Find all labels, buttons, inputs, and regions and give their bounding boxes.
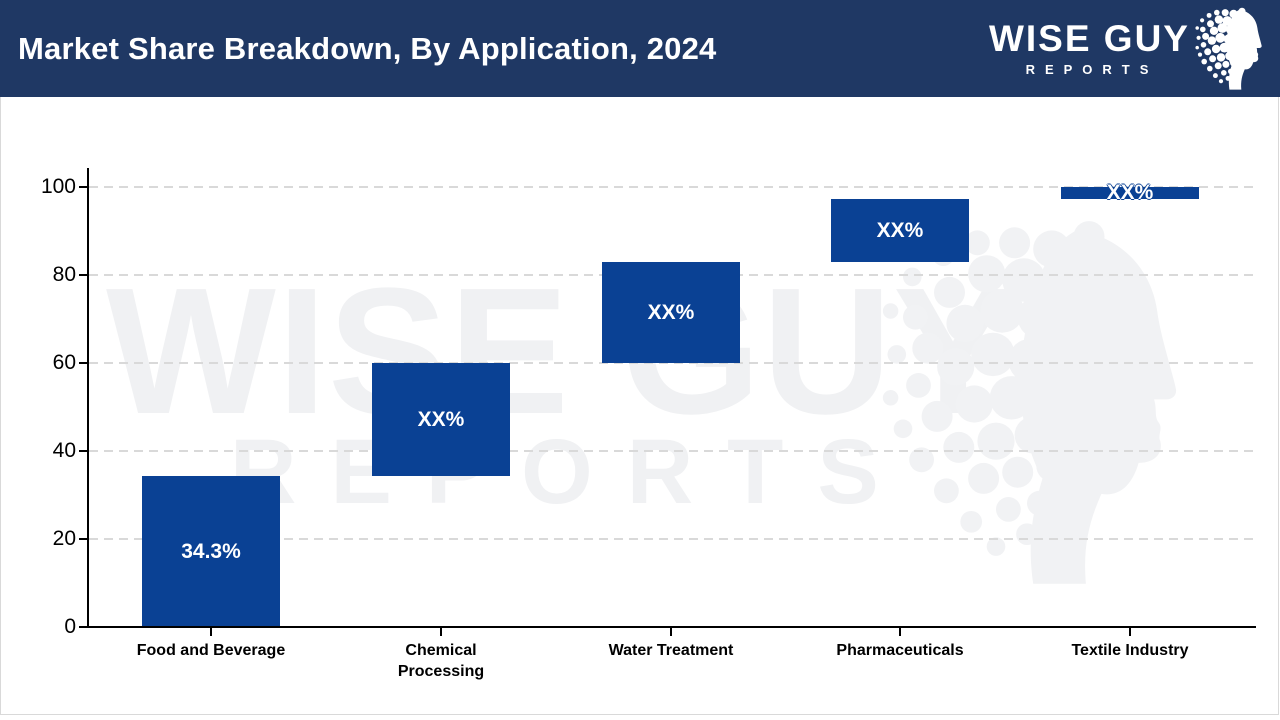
y-tick-label-60: 60 — [52, 351, 76, 374]
bar-food-and-beverage: 34.3% — [142, 476, 280, 627]
y-tick-mark-40 — [79, 450, 88, 452]
y-tick-label-20: 20 — [52, 527, 76, 550]
y-tick-mark-80 — [79, 274, 88, 276]
y-tick-label-40: 40 — [52, 439, 76, 462]
bar-water-treatment: XX% — [602, 261, 740, 363]
brand-wordmark: WISE GUY — [988, 18, 1190, 59]
x-tick-mark-2 — [670, 628, 672, 636]
y-tick-mark-100 — [79, 186, 88, 188]
x-axis-category-label: Chemical Processing — [397, 642, 485, 681]
bar-value-label: XX% — [876, 218, 924, 242]
y-tick-mark-60 — [79, 362, 88, 364]
x-axis-category-label: Textile Industry — [1071, 642, 1189, 659]
watermark-wordmark: WISE GUY — [106, 251, 1015, 452]
x-axis-category-label: Water Treatment — [608, 642, 734, 659]
brand-reports-text: REPORTS — [1025, 62, 1159, 77]
gridline-y-40 — [89, 450, 1256, 452]
y-tick-mark-20 — [79, 538, 88, 540]
bar-value-label: XX% — [647, 300, 695, 324]
chart-title: Market Share Breakdown, By Application, … — [18, 30, 717, 66]
y-tick-label-0: 0 — [64, 615, 76, 638]
watermark-reports-text: REPORTS — [230, 421, 913, 523]
y-tick-label-100: 100 — [40, 175, 76, 198]
x-tick-mark-3 — [899, 628, 901, 636]
y-tick-mark-0 — [79, 626, 88, 628]
bar-value-label: 34.3% — [181, 540, 241, 564]
x-axis-category-label: Pharmaceuticals — [836, 642, 964, 659]
bar-value-label: XX% — [417, 408, 465, 432]
gridline-y-60 — [89, 362, 1256, 364]
y-axis-line — [87, 168, 89, 628]
x-tick-mark-4 — [1129, 628, 1131, 636]
bar-textile-industry: XX% — [1061, 182, 1199, 203]
dotted-face-icon — [1195, 7, 1262, 90]
brand-logo: WISE GUY REPORTS — [989, 7, 1264, 91]
y-tick-label-80: 80 — [52, 263, 76, 286]
x-axis-category-label: Food and Beverage — [136, 642, 286, 659]
header-bar: Market Share Breakdown, By Application, … — [0, 0, 1280, 97]
bar-pharmaceuticals: XX% — [831, 198, 969, 262]
gridline-y-100 — [89, 186, 1256, 188]
x-tick-mark-1 — [440, 628, 442, 636]
bar-value-label: XX% — [1106, 181, 1154, 205]
gridline-y-20 — [89, 538, 1256, 540]
x-axis-line — [86, 626, 1256, 628]
brand-logo-text: WISE GUY REPORTS — [989, 20, 1190, 77]
x-tick-mark-0 — [210, 628, 212, 636]
bar-chemical-processing: XX% — [372, 363, 510, 477]
